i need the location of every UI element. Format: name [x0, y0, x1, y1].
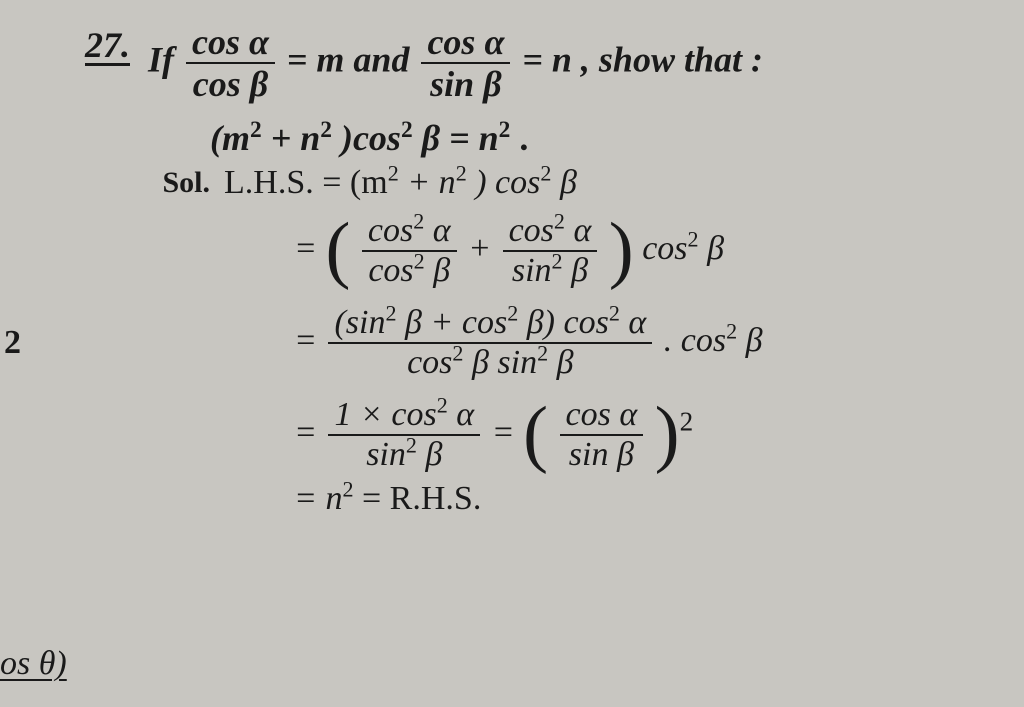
- sol-row: Sol. L.H.S. = (m2 + n2 ) cos2 β: [40, 166, 984, 200]
- question-row: 27. If cos α cos β = m and cos α sin β =…: [40, 24, 984, 102]
- step2-frac1: cos2 α cos2 β: [362, 214, 457, 288]
- frac-m-den: cos β: [186, 64, 275, 102]
- step3-num: (sin2 β + cos2 β) cos2 α: [328, 306, 652, 344]
- step2-row: = ( cos2 α cos2 β + cos2 α sin2 β ) cos2…: [40, 214, 984, 288]
- claim-eq: = n: [449, 118, 499, 158]
- step2-tail: cos: [642, 230, 687, 267]
- step2-frac1-den: cos2 β: [362, 252, 457, 288]
- step4-frac2-num: cos α: [560, 398, 644, 436]
- step3-row: 2 = (sin2 β + cos2 β) cos2 α cos2 β sin2…: [40, 306, 984, 380]
- step2-frac2-den: sin2 β: [503, 252, 598, 288]
- claim-row: (m2 + n2 )cos2 β = n2 .: [40, 120, 984, 156]
- claim-dot: .: [519, 118, 528, 158]
- step5-rhs: = R.H.S.: [362, 480, 481, 517]
- step5-text: = n2 = R.H.S.: [294, 482, 481, 516]
- step4-row: = 1 × cos2 α sin2 β = ( cos α sin β )2: [40, 398, 984, 472]
- step4-frac1-num: 1 × cos2 α: [328, 398, 480, 436]
- step2-frac2-num: cos2 α: [503, 214, 598, 252]
- step4-frac1: 1 × cos2 α sin2 β: [328, 398, 480, 472]
- step4-eq: =: [294, 414, 325, 451]
- step2-tail-beta: β: [707, 230, 724, 267]
- margin-2-label: 2: [4, 324, 21, 362]
- ostheta-fragment: os θ): [0, 647, 67, 681]
- show-label: , show that :: [581, 39, 763, 79]
- step3-eq: =: [294, 322, 325, 359]
- step5-row: = n2 = R.H.S.: [40, 482, 984, 516]
- frac-m-num: cos α: [186, 24, 275, 64]
- step3-text: = (sin2 β + cos2 β) cos2 α cos2 β sin2 β…: [294, 306, 763, 380]
- step3-den: cos2 β sin2 β: [328, 344, 652, 380]
- step4-mid: =: [492, 414, 523, 451]
- frac-n-den: sin β: [421, 64, 510, 102]
- lhs-plus: + n: [407, 164, 455, 201]
- step2-eq: =: [294, 230, 325, 267]
- step4-text: = 1 × cos2 α sin2 β = ( cos α sin β )2: [294, 398, 693, 472]
- claim-text: (m2 + n2 )cos2 β = n2 .: [210, 120, 528, 156]
- step2-frac2: cos2 α sin2 β: [503, 214, 598, 288]
- step4-frac1-den: sin2 β: [328, 436, 480, 472]
- eq-n: = n: [522, 39, 572, 79]
- step3-frac: (sin2 β + cos2 β) cos2 α cos2 β sin2 β: [328, 306, 652, 380]
- lhs-close: ) cos: [475, 164, 540, 201]
- frac-m: cos α cos β: [186, 24, 275, 102]
- if-label: If: [148, 39, 183, 79]
- question-number: 27.: [40, 24, 148, 66]
- lhs-label: L.H.S. = (m: [224, 164, 388, 201]
- lhs-beta: β: [560, 164, 577, 201]
- step2-plus: +: [468, 230, 499, 267]
- frac-n-num: cos α: [421, 24, 510, 64]
- step2-text: = ( cos2 α cos2 β + cos2 α sin2 β ) cos2…: [294, 214, 724, 288]
- claim-beta: β: [422, 118, 440, 158]
- frac-n: cos α sin β: [421, 24, 510, 102]
- step2-frac1-num: cos2 α: [362, 214, 457, 252]
- lhs-text: L.H.S. = (m2 + n2 ) cos2 β: [224, 166, 577, 200]
- sol-label: Sol.: [40, 166, 224, 200]
- step3-tail: . cos: [664, 322, 726, 359]
- claim-plus: + n: [271, 118, 321, 158]
- step5-eq: = n: [294, 480, 342, 517]
- step4-frac2: cos α sin β: [560, 398, 644, 472]
- claim-close: )cos: [341, 118, 401, 158]
- eq-m: = m: [287, 39, 345, 79]
- claim-left: (m: [210, 118, 250, 158]
- page: 27. If cos α cos β = m and cos α sin β =…: [0, 0, 1024, 707]
- question-text: If cos α cos β = m and cos α sin β = n ,…: [148, 24, 763, 102]
- step3-tail-beta: β: [746, 322, 763, 359]
- step4-frac2-den: sin β: [560, 436, 644, 472]
- and-label: and: [353, 39, 418, 79]
